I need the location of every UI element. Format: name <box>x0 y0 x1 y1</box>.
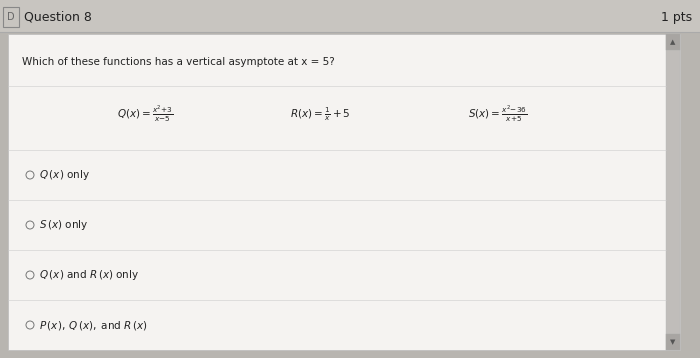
Text: Which of these functions has a vertical asymptote at x = 5?: Which of these functions has a vertical … <box>22 57 335 67</box>
Text: ▼: ▼ <box>671 339 676 345</box>
FancyBboxPatch shape <box>0 0 700 32</box>
Text: Question 8: Question 8 <box>24 10 92 24</box>
Text: $Q\,(x)$ and $R\,(x)$ only: $Q\,(x)$ and $R\,(x)$ only <box>39 268 139 282</box>
Text: $R(x)=\frac{1}{x}+5$: $R(x)=\frac{1}{x}+5$ <box>290 106 350 122</box>
Text: $S\,(x)$ only: $S\,(x)$ only <box>39 218 88 232</box>
FancyBboxPatch shape <box>666 34 680 350</box>
Text: ▲: ▲ <box>671 39 676 45</box>
Text: $S(x)=\frac{x^2\!-\!36}{x\!+\!5}$: $S(x)=\frac{x^2\!-\!36}{x\!+\!5}$ <box>468 104 528 124</box>
FancyBboxPatch shape <box>666 334 680 350</box>
Text: D: D <box>7 12 15 22</box>
FancyBboxPatch shape <box>8 34 680 350</box>
Text: $Q(x)=\frac{x^2\!+\!3}{x\!-\!5}$: $Q(x)=\frac{x^2\!+\!3}{x\!-\!5}$ <box>117 104 173 124</box>
FancyBboxPatch shape <box>666 34 680 50</box>
Text: 1 pts: 1 pts <box>661 10 692 24</box>
Text: $P\,(x),\,Q\,(x),$ and $R\,(x)$: $P\,(x),\,Q\,(x),$ and $R\,(x)$ <box>39 319 148 332</box>
Text: $Q\,(x)$ only: $Q\,(x)$ only <box>39 168 90 182</box>
